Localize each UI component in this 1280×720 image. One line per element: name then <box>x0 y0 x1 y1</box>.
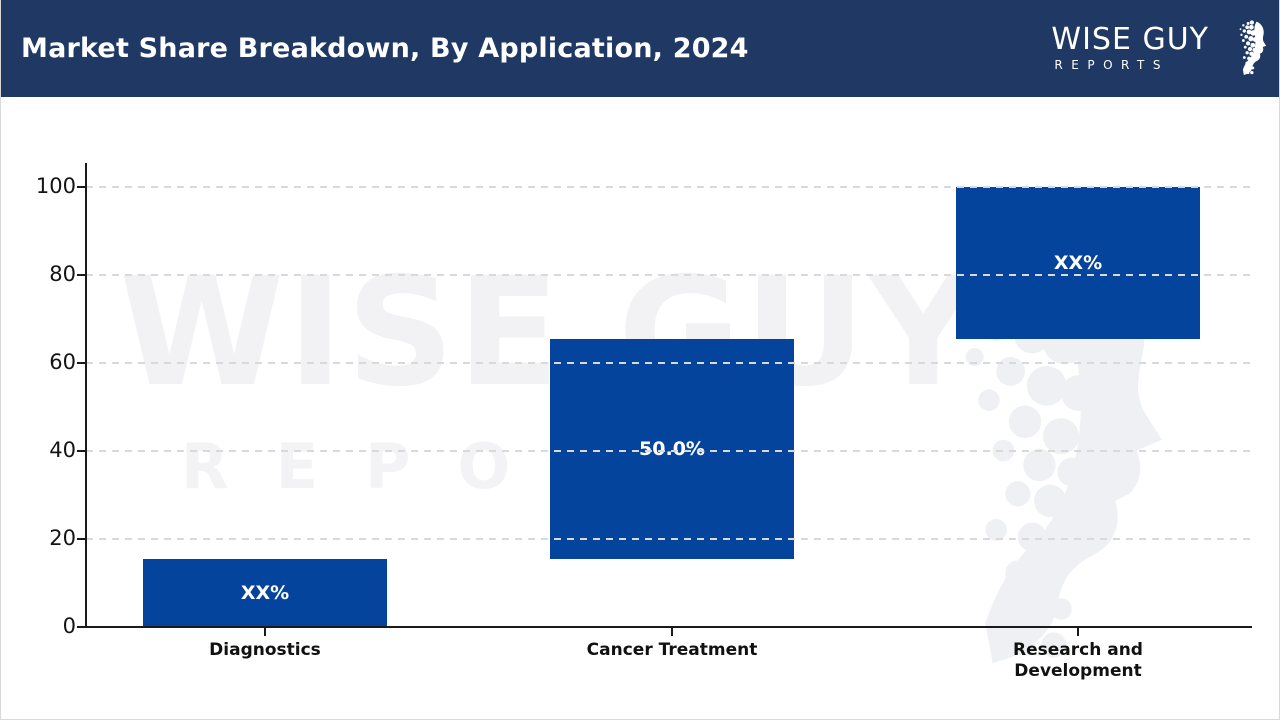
wiseguy-logo: WISE GUY REPORTS <box>1051 7 1267 91</box>
bar-0: XX% <box>143 558 387 627</box>
y-axis-line <box>85 163 87 628</box>
y-axis-label: 100 <box>35 174 76 198</box>
y-axis-tick <box>77 186 86 188</box>
x-axis-category-label: Diagnostics <box>209 640 321 660</box>
x-axis-category-label: Cancer Treatment <box>586 640 758 660</box>
y-axis-tick <box>77 538 86 540</box>
y-axis-tick <box>77 626 86 628</box>
header-bar: Market Share Breakdown, By Application, … <box>1 0 1279 97</box>
bar-value-label: XX% <box>240 581 290 604</box>
x-axis-line <box>85 626 1252 628</box>
bar-1: 50.0% <box>550 338 794 559</box>
y-axis-label: 0 <box>62 614 76 638</box>
bar-value-label: XX% <box>1053 251 1103 274</box>
gridline-100 <box>86 186 1252 188</box>
logo-head-dots <box>1239 19 1258 74</box>
x-axis-tick <box>264 627 266 636</box>
logo-word: WISE GUY <box>1051 22 1209 57</box>
logo-head-icon <box>1215 7 1267 91</box>
gridline-40 <box>86 450 1252 452</box>
y-axis-tick <box>77 450 86 452</box>
page-title: Market Share Breakdown, By Application, … <box>21 33 749 64</box>
y-axis-tick <box>77 362 86 364</box>
gridline-80 <box>86 274 1252 276</box>
y-axis-label: 60 <box>49 350 76 374</box>
gridline-60 <box>86 362 1252 364</box>
bar-value-label: 50.0% <box>639 437 705 460</box>
bar-2: XX% <box>956 187 1200 339</box>
logo-reports-label: REPORTS <box>1054 58 1169 72</box>
x-axis-tick <box>1077 627 1079 636</box>
x-axis-tick <box>671 627 673 636</box>
y-axis-tick <box>77 274 86 276</box>
y-axis-label: 20 <box>49 526 76 550</box>
gridline-20 <box>86 538 1252 540</box>
x-axis-category-label: Research and Development <box>1013 640 1143 682</box>
y-axis-label: 40 <box>49 438 76 462</box>
y-axis-label: 80 <box>49 262 76 286</box>
logo-wordmark: WISE GUY REPORTS <box>1051 22 1209 73</box>
